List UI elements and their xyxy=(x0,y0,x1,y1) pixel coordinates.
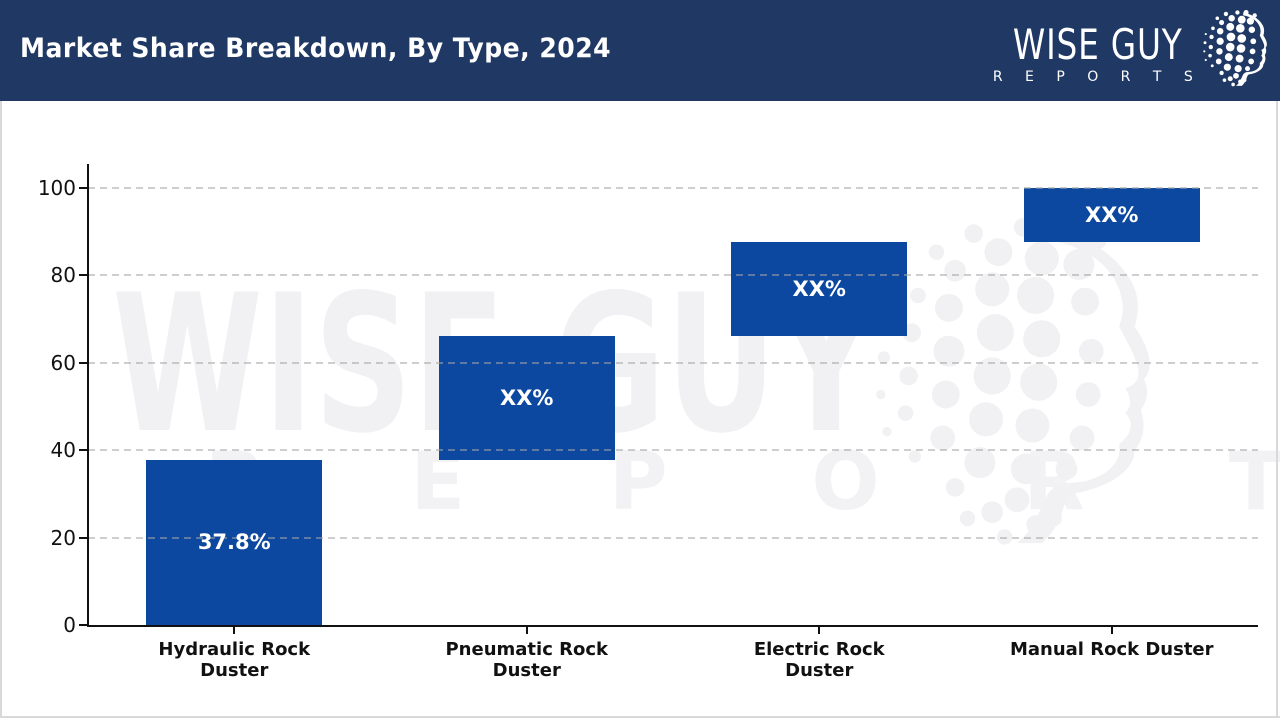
bar-segment xyxy=(438,335,615,460)
logo-text: WISE GUY R E P O R T S xyxy=(989,20,1206,85)
bar-segment xyxy=(146,459,323,625)
logo-wordmark: WISE GUY xyxy=(1012,20,1183,69)
x-tick xyxy=(233,625,236,634)
y-tick-label-0: 0 xyxy=(63,613,76,637)
gridline-y-60 xyxy=(88,361,1258,364)
bar-segment xyxy=(731,242,908,336)
bar-value-label: 37.8% xyxy=(197,530,271,555)
frame-border-left xyxy=(0,101,2,718)
y-tick-0 xyxy=(79,624,88,626)
x-tick xyxy=(525,625,528,634)
y-tick-label-60: 60 xyxy=(50,350,76,375)
chart-title: Market Share Breakdown, By Type, 2024 xyxy=(20,33,612,64)
x-category-label: Electric Rock Duster xyxy=(753,639,885,681)
x-category-label: Manual Rock Duster xyxy=(1009,639,1214,660)
y-tick-label-20: 20 xyxy=(50,525,76,550)
bar-value-label: XX% xyxy=(792,277,846,301)
logo-subtitle: R E P O R T S xyxy=(992,69,1202,85)
y-tick-40 xyxy=(79,449,88,451)
y-tick-80 xyxy=(79,274,88,276)
y-tick-label-100: 100 xyxy=(37,175,76,200)
bar-value-label: XX% xyxy=(500,385,554,410)
y-tick-label-40: 40 xyxy=(50,438,76,462)
x-tick xyxy=(818,625,821,634)
bar-value-label: XX% xyxy=(1085,202,1139,227)
gridline-y-80 xyxy=(88,274,1258,276)
y-tick-20 xyxy=(79,536,88,539)
gridline-y-20 xyxy=(88,536,1258,539)
gridline-y-100 xyxy=(88,186,1258,189)
frame-border-bottom xyxy=(0,716,1280,718)
wise-guy-reports-logo: WISE GUY R E P O R T S xyxy=(993,4,1272,98)
y-tick-label-80: 80 xyxy=(50,263,76,287)
x-axis-spine xyxy=(87,625,1258,627)
x-category-label: Hydraulic Rock Duster xyxy=(158,639,311,681)
y-axis-spine xyxy=(87,164,89,627)
header-band: Market Share Breakdown, By Type, 2024 WI… xyxy=(0,0,1280,101)
y-tick-60 xyxy=(79,361,88,364)
dotted-head-profile-icon xyxy=(1203,9,1267,87)
y-tick-100 xyxy=(79,186,88,189)
x-category-label: Pneumatic Rock Duster xyxy=(445,639,608,681)
gridline-y-40 xyxy=(88,449,1258,451)
frame-border-right xyxy=(1276,101,1278,718)
x-tick xyxy=(1110,625,1113,634)
